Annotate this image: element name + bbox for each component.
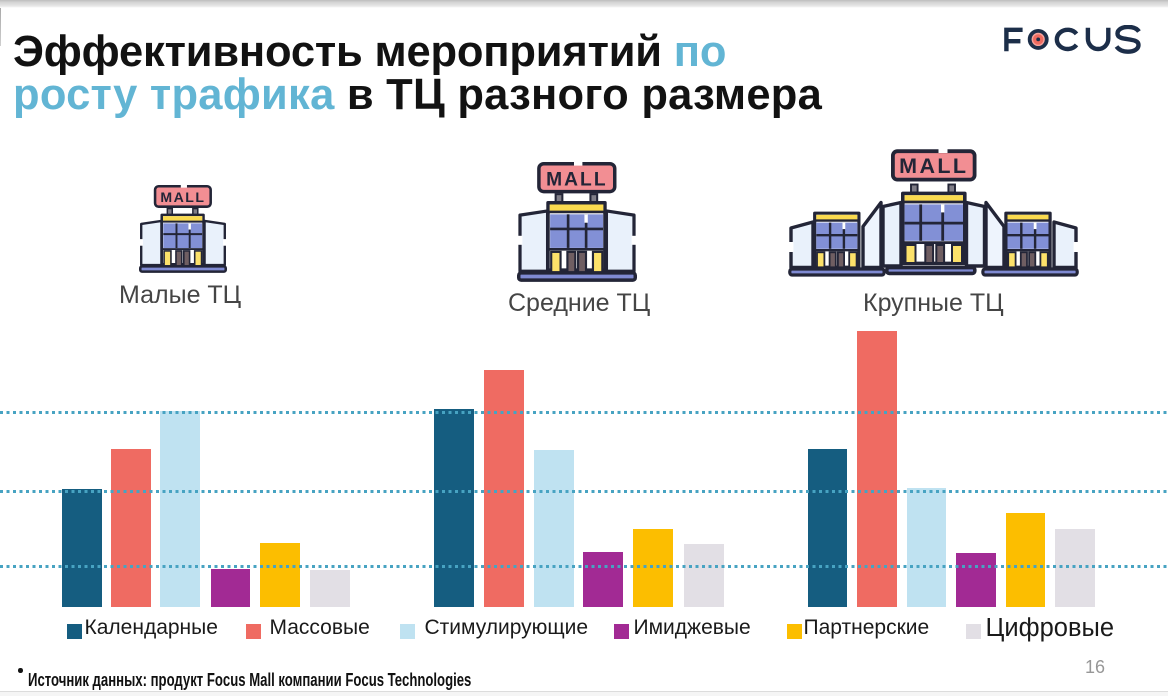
svg-text:MALL: MALL bbox=[899, 154, 968, 178]
